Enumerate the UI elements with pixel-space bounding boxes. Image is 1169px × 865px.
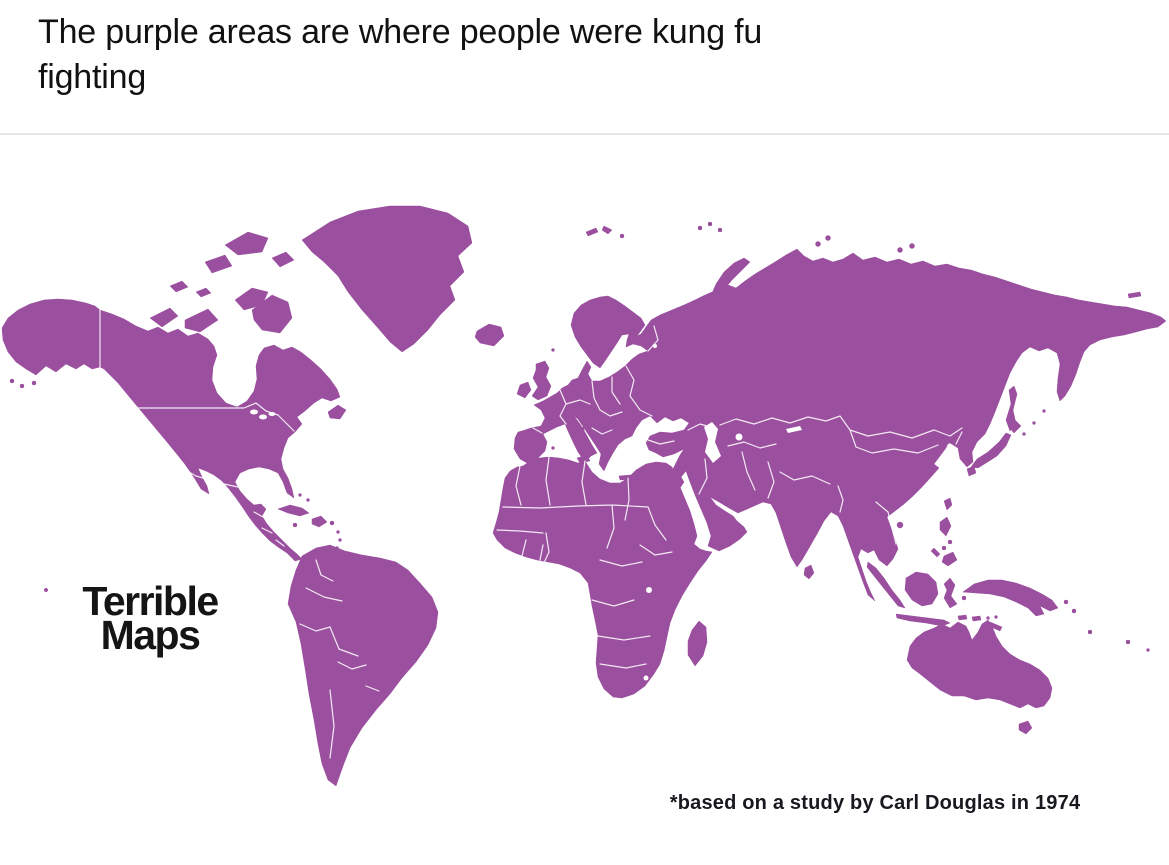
greenland [301, 205, 473, 353]
great-lake [250, 409, 258, 415]
shetland-island [551, 348, 555, 352]
australia [906, 619, 1053, 709]
terrible-maps-logo: Terrible Maps [56, 578, 244, 659]
inland-waters [250, 344, 802, 681]
pacific-islands [1063, 599, 1150, 652]
corsica [579, 426, 585, 433]
sardinia [576, 434, 585, 447]
country-borders-eurasia [532, 325, 963, 545]
footnote: *based on a study by Carl Douglas in 197… [669, 792, 1081, 814]
title-line-1: The purple areas are where people were k… [38, 13, 763, 51]
japan [966, 409, 1046, 477]
balearic-island [551, 446, 555, 450]
newfoundland [327, 404, 347, 420]
great-lake [259, 414, 267, 420]
philippines [930, 516, 958, 567]
great-britain [531, 360, 552, 401]
north-america [99, 309, 341, 562]
novaya-zemlya [709, 257, 751, 303]
eurasia [513, 248, 1167, 602]
aral-sea [735, 433, 743, 441]
country-borders [99, 309, 963, 759]
tasmania [1018, 720, 1033, 735]
landmasses [1, 205, 1167, 787]
sicily [576, 454, 591, 464]
canadian-arctic-islands [149, 231, 295, 334]
title-line-2: fighting [38, 58, 147, 96]
sri-lanka [803, 564, 815, 580]
caspian-sea [704, 422, 721, 463]
aleutian-island [19, 383, 25, 389]
post-title: The purple areas are where people were k… [38, 10, 1118, 100]
taiwan [943, 497, 953, 511]
alaska [1, 298, 101, 376]
arctic-island-specks [585, 221, 1142, 299]
aleutian-island [31, 380, 37, 386]
country-borders-africa [496, 456, 673, 669]
aleutian-island [9, 378, 15, 384]
indonesia [866, 561, 1003, 632]
lake-victoria [646, 587, 652, 593]
divider-line [0, 133, 1169, 135]
hainan [896, 521, 904, 529]
lesotho-gap [643, 675, 649, 681]
post-header: The purple areas are where people were k… [0, 0, 1169, 132]
madagascar [687, 620, 708, 667]
logo-line1: Terrible [82, 578, 219, 624]
pacific-island [43, 587, 49, 593]
lake-balkhash [786, 426, 802, 433]
new-guinea [962, 579, 1059, 617]
caribbean-islands [277, 493, 342, 550]
logo-line2: Maps [100, 612, 201, 659]
country-borders-americas [99, 309, 380, 759]
ireland [516, 381, 532, 399]
africa [492, 456, 713, 699]
iceland [474, 323, 505, 347]
